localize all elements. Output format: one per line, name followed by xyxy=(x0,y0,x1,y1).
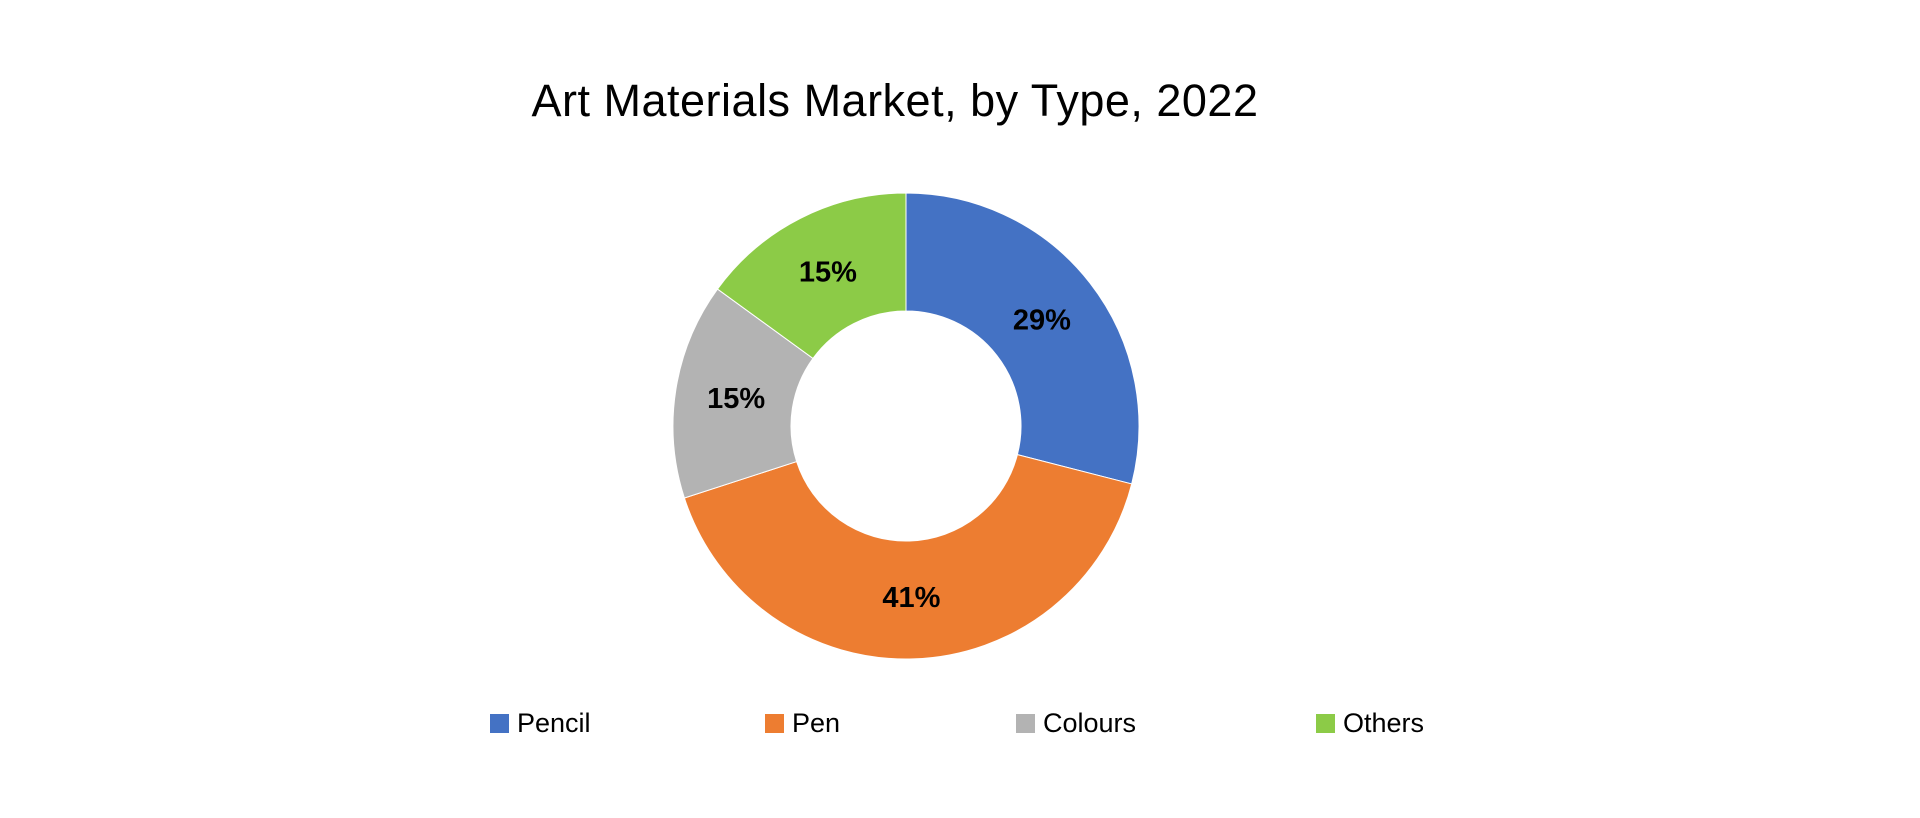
donut-slice-pen xyxy=(683,453,1133,660)
slice-label-others: 15% xyxy=(799,257,857,289)
chart-title: Art Materials Market, by Type, 2022 xyxy=(531,75,1259,126)
donut-slice-others xyxy=(716,192,907,360)
slice-label-colours: 15% xyxy=(707,383,765,415)
donut-slice-pencil xyxy=(905,192,1140,485)
donut-slice-colours xyxy=(672,288,814,499)
slice-label-pencil: 29% xyxy=(1013,305,1071,337)
slice-label-pen: 41% xyxy=(882,582,940,614)
